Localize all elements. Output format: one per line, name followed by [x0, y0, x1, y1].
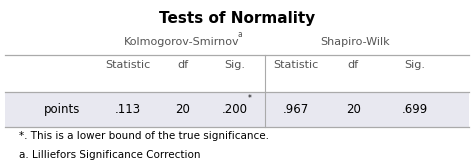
- Bar: [5, 92, 469, 127]
- Text: df: df: [177, 60, 188, 70]
- Text: 20: 20: [175, 103, 190, 116]
- Text: 20: 20: [346, 103, 361, 116]
- Text: .113: .113: [115, 103, 141, 116]
- Text: Sig.: Sig.: [404, 60, 425, 70]
- Text: Statistic: Statistic: [273, 60, 319, 70]
- Text: Tests of Normality: Tests of Normality: [159, 11, 315, 26]
- Text: Shapiro-Wilk: Shapiro-Wilk: [321, 37, 390, 47]
- Text: .200: .200: [222, 103, 247, 116]
- Text: a: a: [237, 30, 242, 39]
- Text: points: points: [44, 103, 80, 116]
- Text: *: *: [248, 93, 252, 103]
- Text: *. This is a lower bound of the true significance.: *. This is a lower bound of the true sig…: [19, 131, 269, 141]
- Text: Sig.: Sig.: [224, 60, 245, 70]
- Text: a. Lilliefors Significance Correction: a. Lilliefors Significance Correction: [19, 150, 201, 160]
- Text: .967: .967: [283, 103, 310, 116]
- Text: .699: .699: [401, 103, 428, 116]
- Text: df: df: [347, 60, 359, 70]
- Text: Statistic: Statistic: [105, 60, 151, 70]
- Text: Kolmogorov-Smirnov: Kolmogorov-Smirnov: [124, 37, 239, 47]
